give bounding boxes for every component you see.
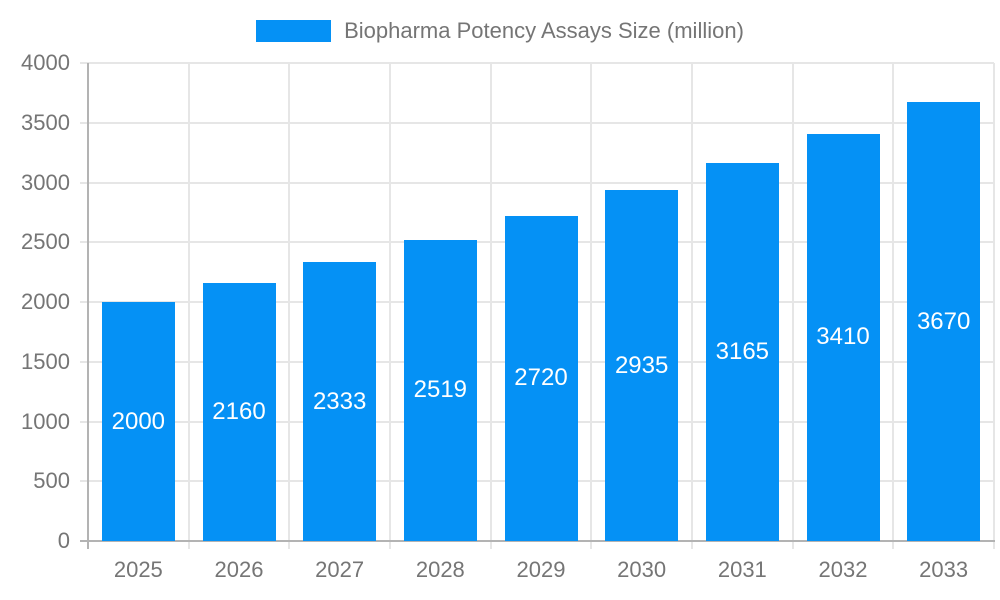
gridline-vertical	[288, 63, 291, 549]
legend[interactable]: Biopharma Potency Assays Size (million)	[0, 18, 1000, 44]
bar[interactable]: 3165	[705, 162, 779, 541]
legend-label: Biopharma Potency Assays Size (million)	[344, 18, 744, 43]
gridline-horizontal	[80, 181, 994, 184]
bar-value-label: 2720	[514, 364, 568, 392]
y-tick-label: 4000	[21, 50, 70, 75]
bar[interactable]: 2000	[101, 302, 175, 541]
x-tick-label: 2030	[617, 557, 667, 582]
bar[interactable]: 2935	[605, 190, 679, 541]
bar-value-label: 3670	[916, 307, 971, 335]
gridline-vertical	[187, 63, 190, 549]
gridline-vertical	[691, 63, 693, 549]
bar-value-label: 3410	[816, 323, 870, 351]
y-tick-label: 3000	[21, 169, 70, 195]
bar-value-label: 2935	[614, 351, 669, 379]
bar[interactable]: 2333	[303, 262, 377, 541]
gridline-horizontal	[80, 121, 994, 124]
bar-value-label: 3165	[715, 337, 770, 365]
bar[interactable]: 3670	[907, 102, 981, 541]
bar[interactable]: 2519	[403, 239, 477, 541]
y-tick-label: 1500	[21, 348, 70, 374]
bar[interactable]: 3410	[806, 133, 880, 541]
x-tick-label: 2029	[516, 557, 566, 582]
bar-value-label: 2333	[312, 387, 367, 415]
y-tick-label: 3500	[21, 109, 70, 135]
x-axis-line	[80, 540, 995, 542]
x-tick-label: 2032	[818, 557, 868, 582]
gridline-vertical	[489, 63, 492, 549]
y-tick-label: 500	[33, 468, 70, 494]
x-tick-label: 2025	[113, 557, 163, 582]
x-tick-label: 2031	[717, 557, 767, 582]
gridline-vertical	[892, 63, 895, 549]
x-tick-label: 2028	[415, 557, 465, 582]
bar-value-label: 2000	[111, 407, 166, 435]
y-tick-label: 2500	[21, 229, 70, 255]
bar-value-label: 2160	[212, 397, 266, 425]
gridline-vertical	[993, 63, 995, 549]
gridline-vertical	[389, 63, 391, 549]
y-tick-label: 2000	[21, 289, 70, 314]
bar[interactable]: 2720	[504, 215, 578, 541]
bar[interactable]: 2160	[202, 282, 276, 541]
y-tick-label: 1000	[21, 408, 70, 434]
y-axis-line	[87, 63, 89, 549]
legend-swatch	[256, 20, 332, 42]
gridline-vertical	[590, 63, 593, 549]
x-tick-label: 2033	[919, 557, 969, 582]
y-tick-label: 0	[57, 528, 70, 553]
gridline-horizontal	[80, 62, 994, 64]
x-tick-label: 2026	[214, 557, 264, 582]
bar-value-label: 2519	[413, 376, 468, 404]
x-tick-label: 2027	[315, 557, 365, 582]
gridline-vertical	[791, 63, 794, 549]
